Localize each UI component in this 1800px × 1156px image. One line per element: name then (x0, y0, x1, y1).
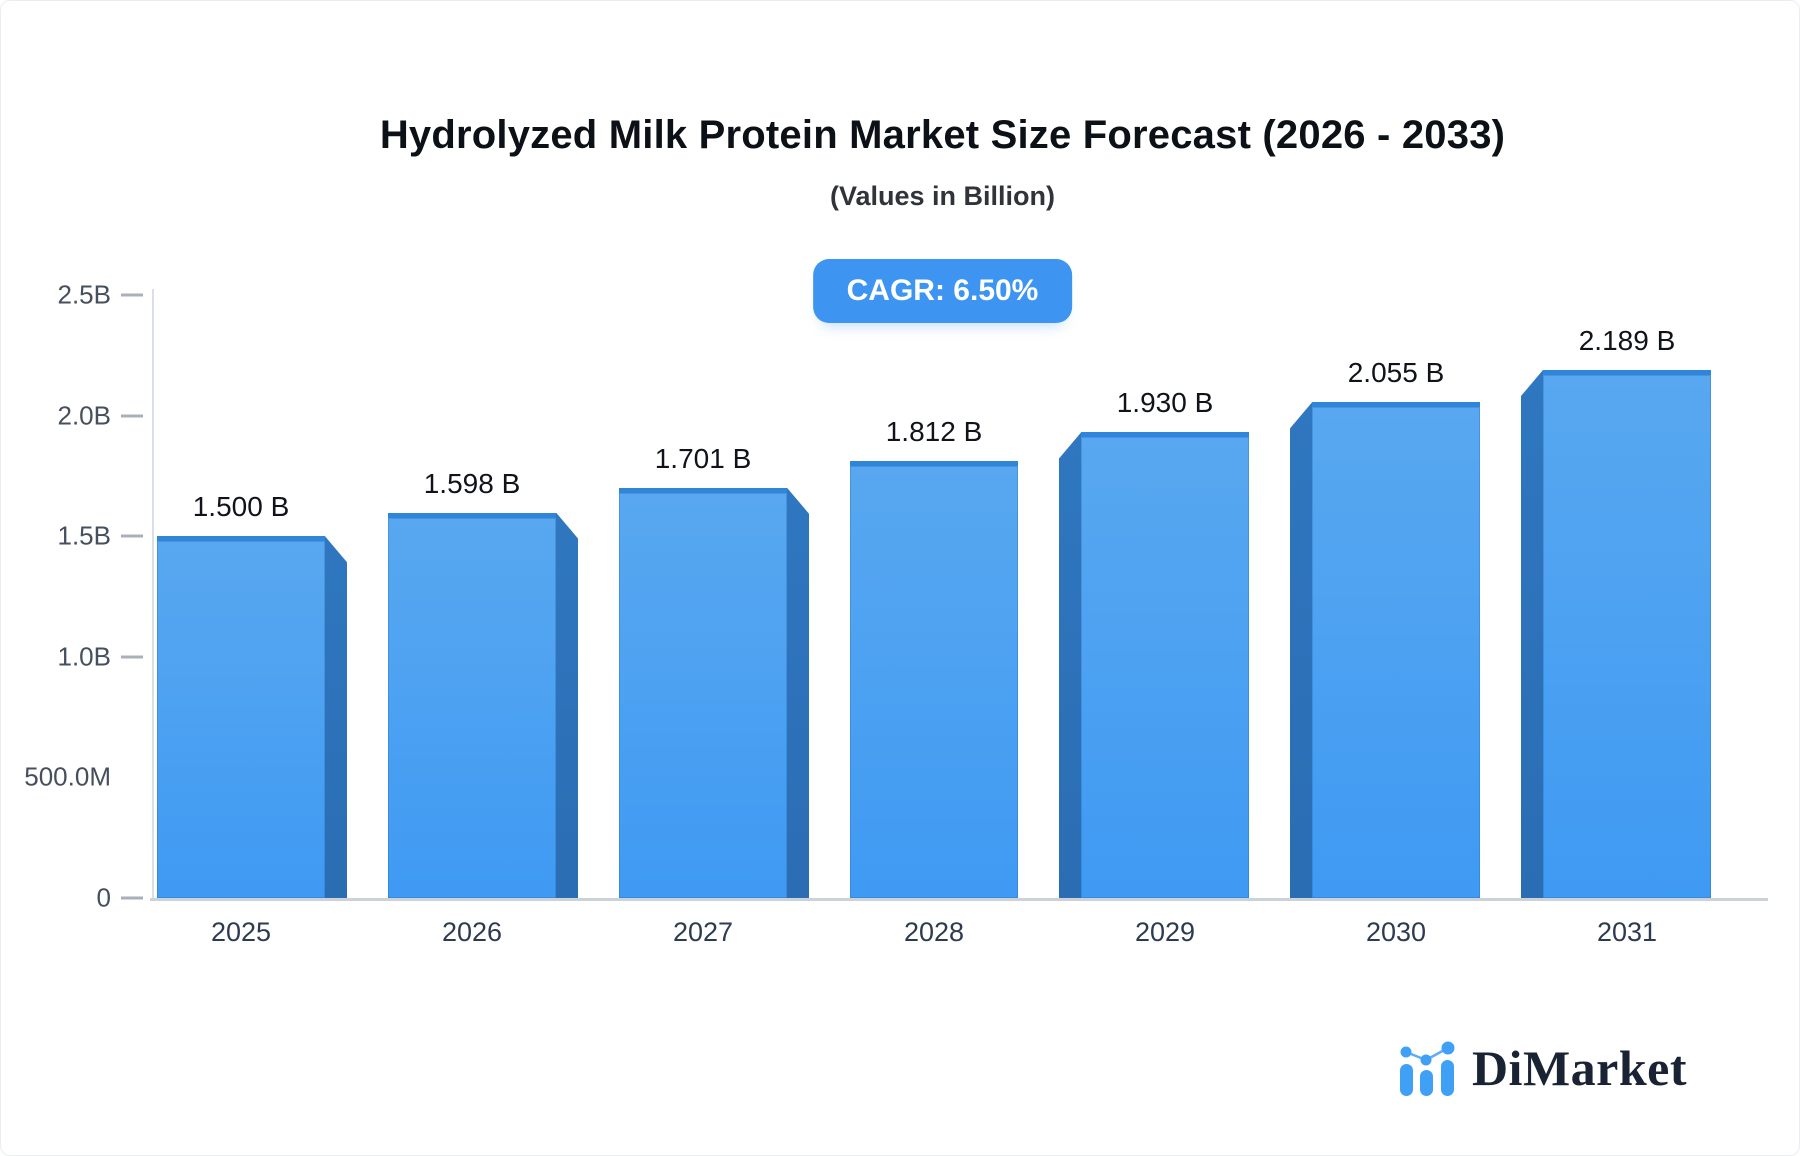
y-tick-label: 1.5B (57, 520, 112, 551)
bar (1081, 432, 1249, 898)
y-tick-label: 2.5B (57, 279, 112, 310)
bar (157, 536, 325, 898)
y-axis-line (152, 289, 154, 900)
x-tick-label: 2025 (210, 917, 272, 947)
y-tick-mark (121, 293, 143, 297)
bar-side-panel (1290, 402, 1312, 898)
bar-value-label: 2.189 B (1578, 325, 1676, 356)
bar-side-panel (787, 487, 809, 898)
y-tick-label: 500.0M (24, 761, 111, 792)
cagr-badge: CAGR: 6.50% (812, 259, 1073, 323)
y-tick-mark (121, 896, 143, 900)
chart-title: Hydrolyzed Milk Protein Market Size Fore… (379, 113, 1506, 157)
bar (850, 460, 1018, 898)
bar-side-panel (1521, 370, 1543, 898)
x-tick-label: 2027 (672, 917, 734, 947)
y-tick-label: 1.0B (57, 641, 112, 672)
chart-subtitle: (Values in Billion) (829, 181, 1056, 211)
bar-side-panel (325, 536, 347, 898)
y-tick-mark (121, 655, 143, 659)
bar-value-label: 1.598 B (423, 467, 521, 499)
y-tick-mark (121, 534, 143, 538)
y-tick-label: 2.0B (57, 400, 112, 431)
y-tick-mark (121, 414, 143, 418)
bar (388, 512, 556, 898)
bar (619, 487, 787, 898)
bar-value-label: 2.055 B (1347, 357, 1445, 389)
bar-side-panel (556, 512, 578, 898)
brand-logo: DiMarket (1396, 1039, 1687, 1097)
x-tick-label: 2030 (1365, 917, 1427, 947)
x-axis-line (150, 898, 1768, 901)
bar-value-label: 1.812 B (885, 415, 983, 447)
bar-value-label: 1.500 B (192, 491, 290, 523)
x-tick-label: 2031 (1596, 917, 1658, 947)
bar (1543, 370, 1711, 898)
bar-chart-dots-icon (1396, 1040, 1458, 1096)
bar (1312, 402, 1480, 898)
x-tick-label: 2029 (1134, 917, 1196, 947)
x-tick-label: 2026 (441, 917, 503, 947)
bar-side-panel (1059, 432, 1081, 898)
x-tick-label: 2028 (903, 917, 965, 947)
bar-value-label: 1.930 B (1116, 387, 1214, 419)
bar-value-label: 1.701 B (654, 442, 752, 474)
brand-logo-text: DiMarket (1471, 1040, 1687, 1096)
y-tick-label: 0 (96, 882, 111, 913)
